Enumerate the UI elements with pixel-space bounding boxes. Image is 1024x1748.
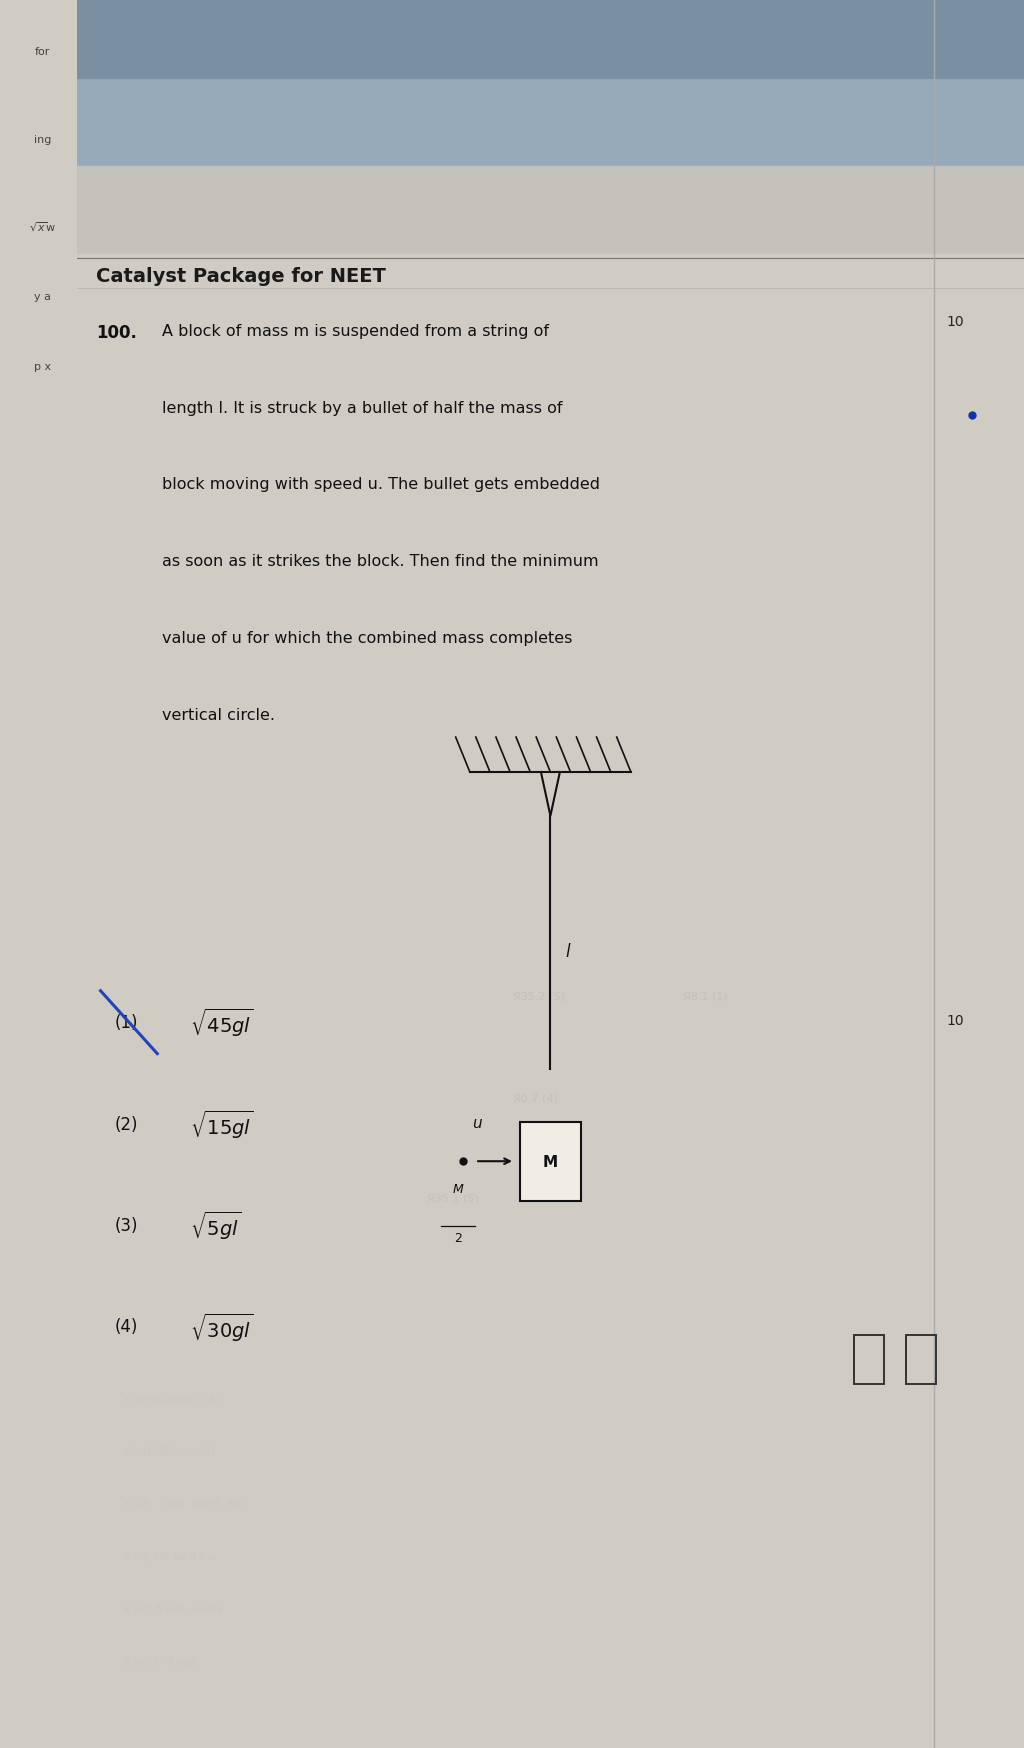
Text: x oiq  6 enb  x axis: x oiq 6 enb x axis [124, 1603, 222, 1613]
Text: $\sqrt{45gl}$: $\sqrt{45gl}$ [190, 1007, 254, 1038]
Text: value of u for which the combined mass completes: value of u for which the combined mass c… [162, 631, 572, 647]
Text: block moving with speed u. The bullet gets embedded: block moving with speed u. The bullet ge… [162, 477, 600, 493]
Text: (2): (2) [115, 1115, 138, 1133]
Text: Я8.1 (1): Я8.1 (1) [683, 991, 728, 1002]
Text: y a: y a [34, 292, 51, 302]
Text: Я0.7 (4): Я0.7 (4) [513, 1092, 557, 1103]
Text: x²₁₀(6009u)m-  (4): x²₁₀(6009u)m- (4) [124, 1393, 219, 1404]
Text: ing: ing [34, 135, 51, 145]
Text: x²₁₀6   0 enl  enb 6  enl: x²₁₀6 0 enl enb 6 enl [124, 1498, 244, 1509]
Text: (4): (4) [115, 1318, 138, 1335]
Text: (3): (3) [115, 1217, 138, 1234]
Text: $l$: $l$ [564, 942, 571, 961]
Text: Я35.2 (S): Я35.2 (S) [513, 991, 564, 1002]
Text: 10: 10 [946, 1014, 964, 1028]
Text: Я35.1 (S): Я35.1 (S) [427, 1192, 479, 1203]
Text: vertical circle.: vertical circle. [162, 708, 275, 724]
Text: $M$: $M$ [452, 1182, 464, 1196]
Bar [77, 0, 1024, 166]
Text: length l. It is struck by a bullet of half the mass of: length l. It is struck by a bullet of ha… [162, 400, 562, 416]
Text: Catalyst Package for NEET: Catalyst Package for NEET [96, 267, 386, 285]
Text: A block of mass m is suspended from a string of: A block of mass m is suspended from a st… [162, 323, 549, 339]
Text: M: M [543, 1154, 558, 1169]
Bar [905, 1335, 936, 1384]
Text: as soon as it strikes the block. Then find the minimum: as soon as it strikes the block. Then fi… [162, 554, 599, 570]
Text: x²₁₀(6009u)m  (S): x²₁₀(6009u)m (S) [124, 1446, 215, 1456]
Text: $u$: $u$ [472, 1115, 483, 1129]
Text: x oiq eπt 6α d 6 α: x oiq eπt 6α d 6 α [124, 1550, 216, 1561]
Text: $\sqrt{5gl}$: $\sqrt{5gl}$ [190, 1210, 242, 1241]
Bar [519, 1122, 582, 1201]
Text: 10: 10 [946, 315, 964, 329]
Text: $\sqrt{x}$w: $\sqrt{x}$w [29, 220, 55, 234]
Text: p x: p x [34, 362, 51, 372]
Bar [77, 166, 1024, 253]
Text: $\sqrt{30gl}$: $\sqrt{30gl}$ [190, 1311, 254, 1342]
Bar [853, 1335, 884, 1384]
Text: for: for [35, 47, 50, 58]
Text: 6 enl 6  d axis: 6 enl 6 d axis [124, 1655, 198, 1666]
Text: $\sqrt{15gl}$: $\sqrt{15gl}$ [190, 1108, 254, 1140]
Text: 100.: 100. [96, 323, 136, 341]
Text: (1): (1) [115, 1014, 138, 1031]
Text: $2$: $2$ [454, 1231, 463, 1245]
